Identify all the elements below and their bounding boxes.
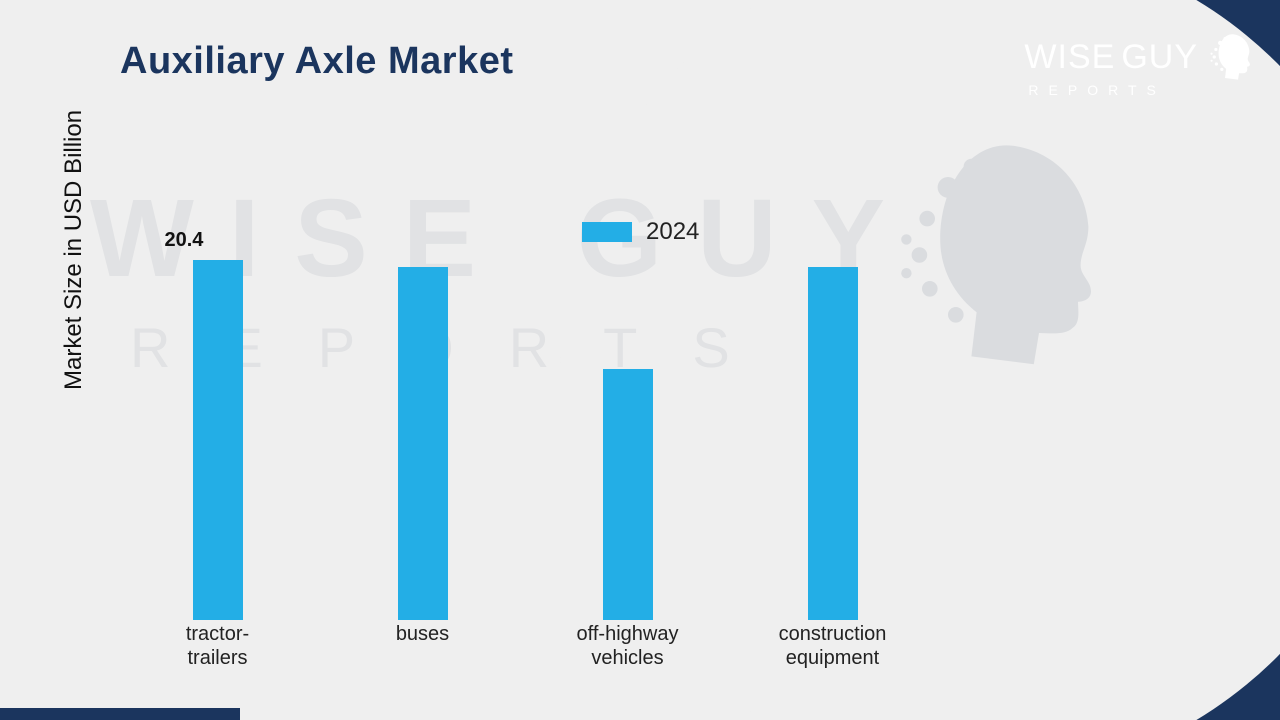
x-label-3: constructionequipment [730, 622, 935, 670]
x-axis-labels: tractor-trailers buses off-highwayvehicl… [115, 622, 935, 670]
bar-2 [603, 369, 653, 620]
logo-line1: WISE GUY [1024, 30, 1258, 84]
chart-title: Auxiliary Axle Market [120, 40, 514, 83]
bar-0 [193, 260, 243, 620]
chart-stage: WISE GUY REPORTS Auxiliary Axle Market M… [0, 0, 1280, 720]
bar-slot-2: 14.2 [525, 260, 730, 620]
brand-logo: WISE GUY REPORTS [1024, 30, 1258, 98]
bars-container: 20.4 20 14.2 20 [115, 260, 935, 620]
logo-text-reports: REPORTS [1028, 82, 1258, 98]
x-label-2: off-highwayvehicles [525, 622, 730, 670]
plot-area: 20.4 20 14.2 20 [115, 260, 935, 620]
bar-slot-3: 20 [730, 260, 935, 620]
legend: 2024 [582, 218, 699, 246]
bar-slot-1: 20 [320, 260, 525, 620]
logo-text-wise: WISE [1024, 38, 1115, 77]
bar-value-0: 20.4 [165, 229, 204, 252]
y-axis-label: Market Size in USD Billion [60, 110, 88, 390]
x-label-1: buses [320, 622, 525, 670]
x-label-0: tractor-trailers [115, 622, 320, 670]
bar-3 [808, 267, 858, 620]
bar-slot-0: 20.4 [115, 260, 320, 620]
legend-label: 2024 [646, 218, 699, 246]
bottom-accent-bar [0, 708, 240, 720]
legend-swatch [582, 222, 632, 242]
logo-text-guy: GUY [1121, 38, 1198, 77]
logo-head-icon [1204, 30, 1258, 84]
bar-1 [398, 267, 448, 620]
